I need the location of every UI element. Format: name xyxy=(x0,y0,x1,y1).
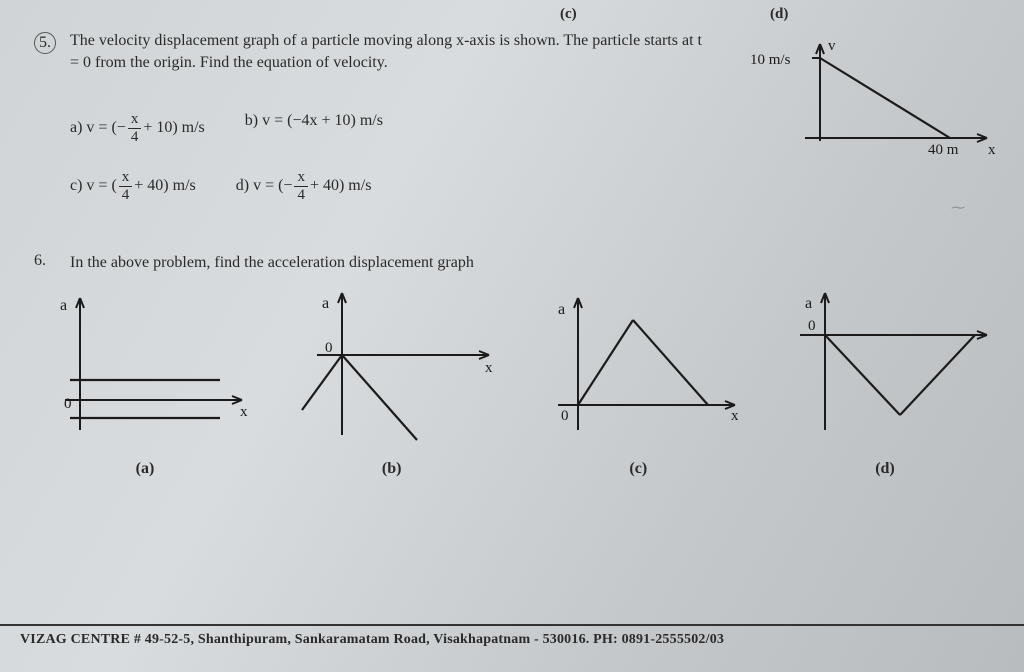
q5-num-circle: 5. xyxy=(34,32,56,54)
q6-fig-c: a 0 x (c) xyxy=(523,280,753,510)
page: (c) (d) 5. The velocity displacement gra… xyxy=(0,0,1024,672)
q5-opt-d: d) v = (−x4+ 40) m/s xyxy=(236,170,372,203)
q6-text: In the above problem, find the accelerat… xyxy=(70,254,474,272)
svg-text:a: a xyxy=(805,295,812,312)
top-c: (c) xyxy=(560,6,577,23)
q5-opt-c-post: + 40) m/s xyxy=(134,177,195,194)
q6-label-a: (a) xyxy=(30,460,260,478)
q6-label-b: (b) xyxy=(277,460,507,478)
q5-opt-d-frac: x4 xyxy=(294,170,308,203)
q5-opt-d-pre: d) v = (− xyxy=(236,177,293,194)
frac-den: 4 xyxy=(128,129,142,145)
top-d: (d) xyxy=(770,6,788,23)
q5-xaxis: x xyxy=(988,142,996,158)
q5-options-row2: c) v = (x4+ 40) m/s d) v = (−x4+ 40) m/s xyxy=(70,170,770,203)
q6-label-c: (c) xyxy=(523,460,753,478)
frac-num: x xyxy=(119,170,133,187)
footer-text: VIZAG CENTRE # 49-52-5, Shanthipuram, Sa… xyxy=(20,632,724,647)
q6-fig-d: a 0 (d) xyxy=(770,280,1000,510)
q6-figures: a 0 x (a) a 0 x (b) xyxy=(30,280,1000,510)
q5-opt-a: a) v = (−x4+ 10) m/s xyxy=(70,112,205,145)
frac-num: x xyxy=(128,112,142,129)
svg-text:0: 0 xyxy=(808,318,816,334)
svg-text:0: 0 xyxy=(561,408,569,424)
q5-xlabel: 40 m xyxy=(928,142,959,158)
q5-number: 5. xyxy=(34,32,56,54)
frac-den: 4 xyxy=(294,187,308,203)
svg-text:a: a xyxy=(60,297,67,314)
svg-text:0: 0 xyxy=(325,340,333,356)
q5-text: The velocity displacement graph of a par… xyxy=(70,30,710,73)
frac-den: 4 xyxy=(119,187,133,203)
smudge-1: ⁓ xyxy=(950,200,964,217)
q5-opt-c-frac: x4 xyxy=(119,170,133,203)
frac-num: x xyxy=(294,170,308,187)
svg-text:0: 0 xyxy=(64,396,72,412)
q5-opt-b: b) v = (−4x + 10) m/s xyxy=(245,112,383,145)
footer: VIZAG CENTRE # 49-52-5, Shanthipuram, Sa… xyxy=(0,624,1024,648)
q5-graph-svg: 10 m/s v 40 m x xyxy=(750,36,1000,166)
svg-text:a: a xyxy=(322,295,329,312)
q5-opt-c: c) v = (x4+ 40) m/s xyxy=(70,170,196,203)
q6-fig-a: a 0 x (a) xyxy=(30,280,260,510)
svg-text:x: x xyxy=(240,404,248,420)
q5-graph: 10 m/s v 40 m x xyxy=(750,36,1000,166)
q5-vaxis: v xyxy=(828,38,836,54)
q5-opt-a-pre: a) v = (− xyxy=(70,119,126,136)
q5-ylabel: 10 m/s xyxy=(750,52,791,68)
q6-fig-b: a 0 x (b) xyxy=(277,280,507,510)
svg-text:a: a xyxy=(558,301,565,318)
q5-opt-c-pre: c) v = ( xyxy=(70,177,117,194)
q5-options-row1: a) v = (−x4+ 10) m/s b) v = (−4x + 10) m… xyxy=(70,112,770,145)
q5-opt-a-frac: x4 xyxy=(128,112,142,145)
q6-number: 6. xyxy=(34,252,46,270)
q6-label-d: (d) xyxy=(770,460,1000,478)
q5-opt-a-post: + 10) m/s xyxy=(143,119,204,136)
svg-text:x: x xyxy=(485,360,493,376)
q5-opt-d-post: + 40) m/s xyxy=(310,177,371,194)
svg-text:x: x xyxy=(731,408,739,424)
